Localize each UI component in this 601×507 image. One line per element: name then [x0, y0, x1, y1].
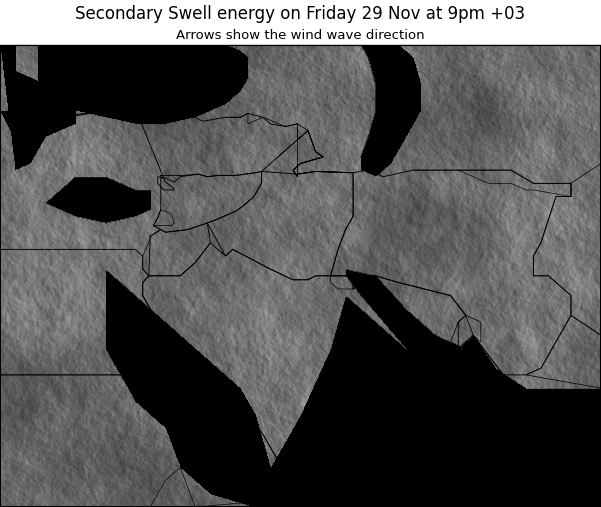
- Text: Secondary Swell energy on Friday 29 Nov at 9pm +03: Secondary Swell energy on Friday 29 Nov …: [76, 5, 525, 23]
- Text: Arrows show the wind wave direction: Arrows show the wind wave direction: [176, 29, 425, 42]
